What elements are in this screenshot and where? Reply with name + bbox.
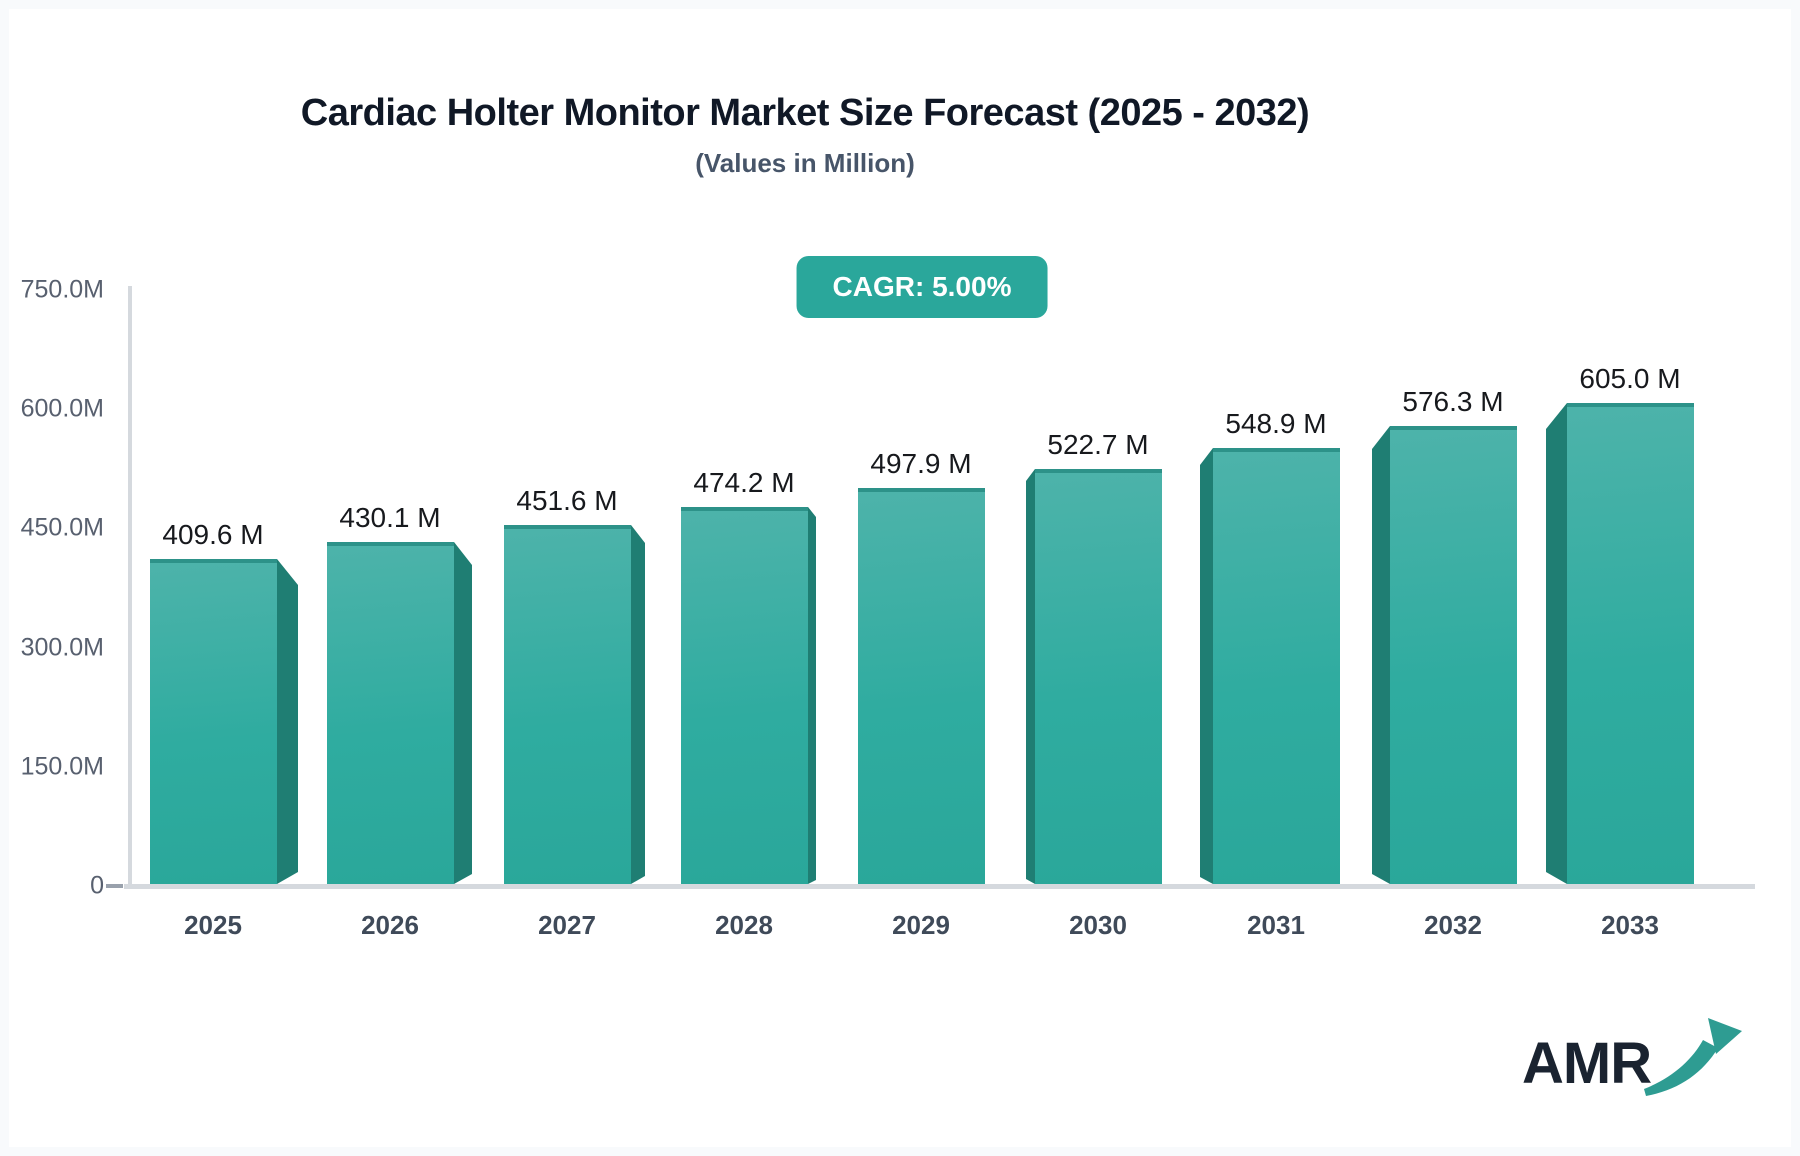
bar-value-label: 548.9 M [1225, 408, 1327, 439]
y-axis-tick-label: 300.0M [20, 633, 104, 662]
bar-value-label: 576.3 M [1402, 386, 1504, 417]
bar-face-2026 [327, 542, 454, 884]
bar-side-face-2028 [808, 507, 816, 884]
bar-value-label: 497.9 M [870, 448, 972, 479]
bar-value-label: 605.0 M [1579, 363, 1681, 394]
x-axis-label-2033: 2033 [1601, 910, 1659, 940]
amr-logo-text: AMR [1522, 1031, 1652, 1096]
x-axis-label-2028: 2028 [715, 910, 773, 940]
bar-side-face-2027 [631, 525, 645, 884]
zero-tick-mark [106, 884, 123, 888]
bar-face-2029 [858, 488, 985, 884]
bar-face-2031 [1213, 448, 1340, 884]
bar-side-face-2031 [1200, 448, 1213, 884]
chart-subtitle: (Values in Million) [695, 148, 915, 178]
bar-value-label: 430.1 M [339, 502, 441, 533]
bar-value-label: 474.2 M [693, 467, 795, 498]
y-axis-tick-label: 600.0M [20, 394, 104, 423]
x-axis-label-2031: 2031 [1247, 910, 1305, 940]
bar-face-2033 [1567, 403, 1694, 884]
chart-title: Cardiac Holter Monitor Market Size Forec… [300, 92, 1310, 134]
x-axis-label-2026: 2026 [361, 910, 419, 940]
bar-value-label: 451.6 M [516, 485, 618, 516]
bar-side-face-2033 [1546, 403, 1567, 884]
bar-side-face-2032 [1372, 426, 1390, 884]
bar-value-label: 522.7 M [1047, 429, 1149, 460]
bar-face-2028 [681, 507, 808, 884]
bar-face-2025 [150, 559, 277, 884]
x-axis-label-2029: 2029 [892, 910, 950, 940]
bar-side-face-2025 [277, 559, 298, 884]
y-axis-tick-label: 0 [90, 871, 104, 900]
y-axis-tick-label: 150.0M [20, 752, 104, 781]
cagr-badge: CAGR: 5.00% [796, 256, 1048, 318]
bar-value-label: 409.6 M [162, 519, 264, 550]
growth-arrow-icon [1644, 1018, 1742, 1096]
x-axis-label-2032: 2032 [1424, 910, 1482, 940]
bar-side-face-2030 [1026, 469, 1035, 884]
bar-face-2027 [504, 525, 631, 884]
y-axis-tick-label: 450.0M [20, 513, 104, 542]
x-axis-label-2027: 2027 [538, 910, 596, 940]
x-axis-label-2025: 2025 [184, 910, 242, 940]
x-axis-label-2030: 2030 [1069, 910, 1127, 940]
y-axis-line [128, 286, 132, 888]
bar-face-2030 [1035, 469, 1162, 884]
bar-side-face-2026 [454, 542, 472, 884]
bar-face-2032 [1390, 426, 1517, 884]
x-axis-line [124, 884, 1755, 889]
y-axis-tick-label: 750.0M [20, 275, 104, 304]
